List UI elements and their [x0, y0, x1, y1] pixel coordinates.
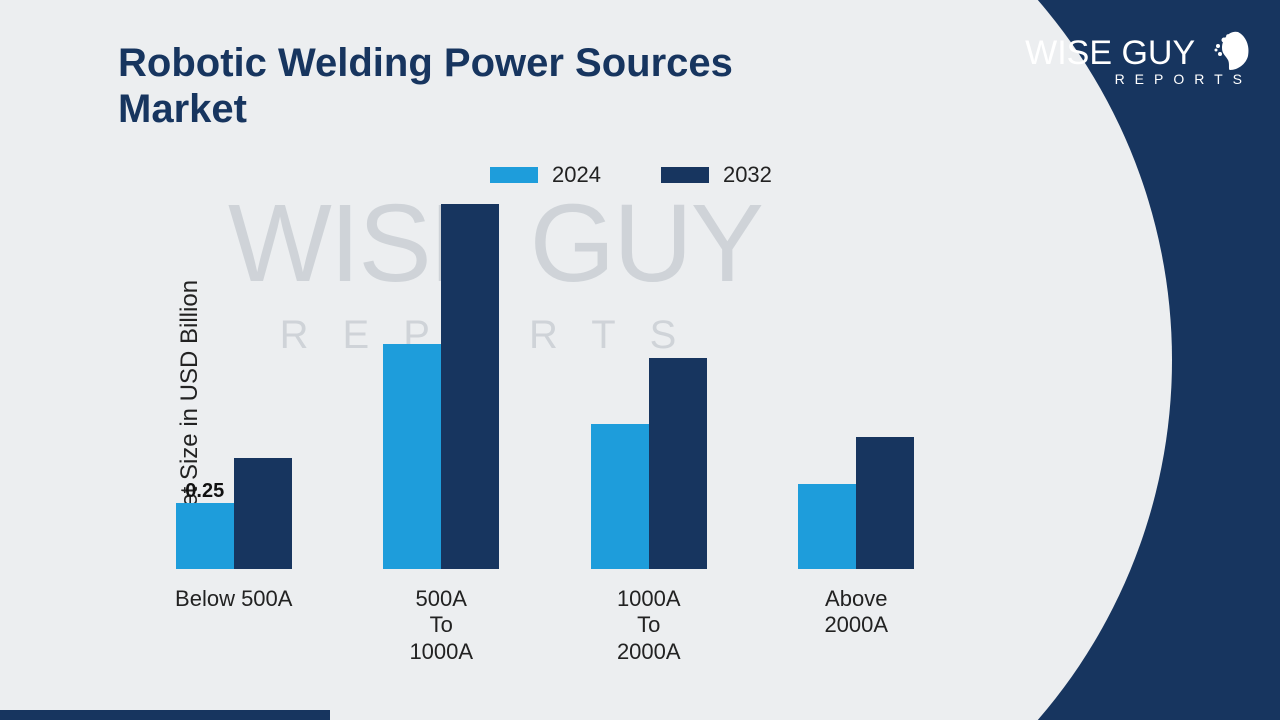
bottom-accent-bar — [0, 710, 330, 720]
legend-label-2024: 2024 — [552, 162, 601, 188]
brand-logo-text: WISE GUY — [1025, 34, 1194, 72]
x-axis-label: 500A To 1000A — [338, 580, 546, 680]
bar-group: 0.25 — [130, 200, 338, 569]
stage: WISE GUY REPORTS Robotic Welding Power S… — [0, 0, 1280, 720]
brand-logo-head-icon — [1208, 28, 1252, 72]
bar-2032 — [234, 458, 292, 569]
chart-container: Market Size in USD Billion 2024 2032 0.2… — [60, 160, 960, 680]
brand-logo: WISE GUY REPORTS — [1025, 28, 1252, 87]
bar-group — [338, 200, 546, 569]
bar-2032 — [649, 358, 707, 569]
brand-logo-line2: REPORTS — [1025, 71, 1252, 87]
bar-2024 — [798, 484, 856, 569]
bar-2024 — [591, 424, 649, 569]
bar-2024 — [176, 503, 234, 569]
bar-group — [545, 200, 753, 569]
brand-logo-line1: WISE GUY — [1025, 28, 1252, 73]
bar-value-label: 0.25 — [185, 480, 224, 503]
bar-group — [753, 200, 961, 569]
legend: 2024 2032 — [490, 162, 772, 188]
x-axis-labels: Below 500A500A To 1000A1000A To 2000AAbo… — [130, 580, 960, 680]
x-axis-label: Below 500A — [130, 580, 338, 680]
x-axis-label: Above 2000A — [753, 580, 961, 680]
bar-2032 — [441, 204, 499, 569]
bar-2024 — [383, 344, 441, 569]
legend-swatch-2032 — [661, 167, 709, 183]
x-axis-label: 1000A To 2000A — [545, 580, 753, 680]
plot-area: 0.25 — [130, 200, 960, 570]
legend-label-2032: 2032 — [723, 162, 772, 188]
bar-2032 — [856, 437, 914, 569]
legend-swatch-2024 — [490, 167, 538, 183]
legend-item-2032: 2032 — [661, 162, 772, 188]
legend-item-2024: 2024 — [490, 162, 601, 188]
chart-title: Robotic Welding Power Sources Market — [118, 40, 838, 132]
